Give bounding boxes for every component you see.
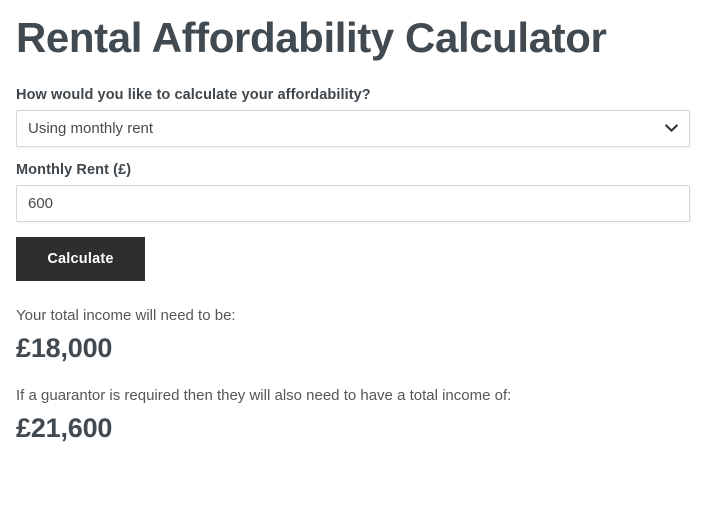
method-select-wrapper: Using monthly rent [16,110,690,148]
results-section: Your total income will need to be: £18,0… [16,305,696,444]
guarantor-income-value: £21,600 [16,412,113,443]
result-guarantor-income: If a guarantor is required then they wil… [16,385,696,444]
result-total-income: Your total income will need to be: £18,0… [16,305,696,364]
total-income-caption: Your total income will need to be: [16,307,236,325]
total-income-value: £18,000 [16,332,113,363]
guarantor-income-caption: If a guarantor is required then they wil… [16,386,512,404]
rent-input-wrapper [16,185,690,223]
method-select[interactable]: Using monthly rent [16,110,690,148]
rent-input[interactable] [16,185,690,223]
rent-input-label: Monthly Rent (£) [16,162,132,179]
page-title: Rental Affordability Calculator [16,14,607,61]
rent-field-group: Monthly Rent (£) [16,162,696,223]
method-select-label: How would you like to calculate your aff… [16,87,371,104]
calculator-form: How would you like to calculate your aff… [16,87,696,282]
calculate-button[interactable]: Calculate [16,237,145,282]
